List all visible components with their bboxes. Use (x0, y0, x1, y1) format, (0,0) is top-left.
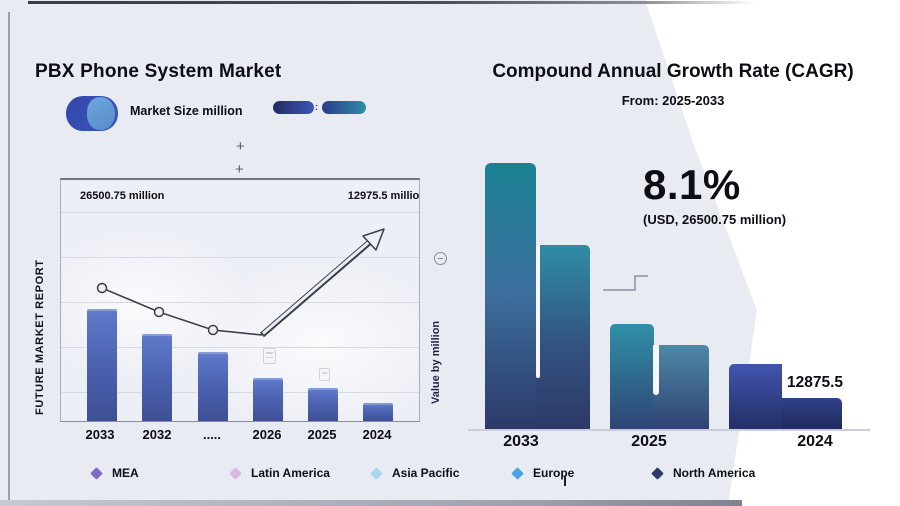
bar-gap-slot (536, 245, 540, 378)
frame-top-line (28, 1, 756, 4)
legend-label: MEA (112, 466, 139, 480)
frame-bottom-strip (0, 500, 742, 506)
legend-diamond-icon (370, 466, 383, 480)
x-label-2033: 2033 (85, 427, 115, 442)
cagr-bar-2025-1 (610, 324, 654, 430)
legend-diamond-icon (511, 466, 524, 480)
bar-value-annotation: 12875.5 (787, 374, 844, 391)
legend-label: Latin America (251, 466, 330, 480)
cagr-x-label-2033: 2033 (503, 433, 539, 450)
left-bar-2025 (308, 388, 338, 421)
right-chart-axis (468, 429, 870, 431)
page-title: PBX Phone System Market (35, 61, 282, 82)
legend-item-mea: MEA (90, 465, 139, 481)
cagr-bar-2024-2 (782, 398, 842, 430)
plus-icon: + (235, 161, 244, 178)
left-bar-2026 (253, 378, 283, 421)
legend-label: Asia Pacific (392, 466, 460, 480)
value-label-right: 12975.5 million (347, 190, 420, 202)
legend-item-europe: Europe (511, 465, 575, 481)
pill-colon: : (315, 102, 318, 112)
legend-label: Europe (533, 466, 575, 480)
market-size-label: Market Size million (130, 104, 243, 118)
cagr-detail: (USD, 26500.75 million) (643, 212, 787, 227)
gridline (61, 392, 419, 393)
gradient-pill-right (322, 101, 366, 114)
cagr-bar-2033-2 (536, 245, 590, 430)
watermark-clipboard-icon (263, 348, 276, 364)
vertical-watermark-text: FUTURE MARKET REPORT (34, 259, 46, 415)
minus-circle-icon (434, 252, 447, 265)
legend-diamond-icon (651, 466, 664, 480)
cagr-subtitle: From: 2025-2033 (621, 93, 725, 108)
x-label-.....: ..... (202, 427, 222, 442)
cagr-value: 8.1% (643, 161, 741, 208)
cagr-bar-2025-2 (653, 345, 709, 430)
left-chart-panel: 26500.75 million 12975.5 million (60, 178, 420, 422)
cagr-x-label-2024: 2024 (797, 433, 833, 450)
left-bar-2033 (87, 309, 117, 421)
legend-label: North America (673, 466, 756, 480)
cagr-bar-2033-1 (485, 163, 536, 430)
legend-diamond-icon (90, 466, 103, 480)
x-label-2026: 2026 (252, 427, 282, 442)
background-blob (191, 260, 419, 421)
watermark-clipboard-icon (319, 368, 330, 381)
cagr-x-label-2025: 2025 (631, 433, 667, 450)
frame-left-line (8, 12, 10, 502)
gridline (61, 347, 419, 348)
gridline (61, 302, 419, 303)
cylinder-cap (87, 97, 115, 130)
left-bar-2024 (363, 403, 393, 421)
bar-gap-slot (653, 345, 659, 395)
gradient-pill-left (273, 101, 314, 114)
x-label-2032: 2032 (142, 427, 172, 442)
x-label-2025: 2025 (307, 427, 337, 442)
left-bar-2032 (142, 334, 172, 421)
cylinder-icon (66, 96, 118, 131)
legend-item-asia-pacific: Asia Pacific (370, 465, 460, 481)
trend-line-chart (96, 228, 385, 338)
x-label-2024: 2024 (362, 427, 392, 442)
gridline (61, 212, 419, 213)
y-axis-label: Value by million (430, 320, 442, 404)
cagr-bar-2024-1 (729, 364, 782, 430)
frame-tick (564, 477, 566, 486)
value-label-left: 26500.75 million (80, 190, 165, 202)
gridline (61, 257, 419, 258)
cagr-title: Compound Annual Growth Rate (CAGR) (492, 61, 854, 82)
legend-item-latin-america: Latin America (229, 465, 330, 481)
legend-item-north-america: North America (651, 465, 756, 481)
plus-icon: + (236, 138, 245, 155)
left-bar-..... (198, 352, 228, 421)
legend-diamond-icon (229, 466, 242, 480)
